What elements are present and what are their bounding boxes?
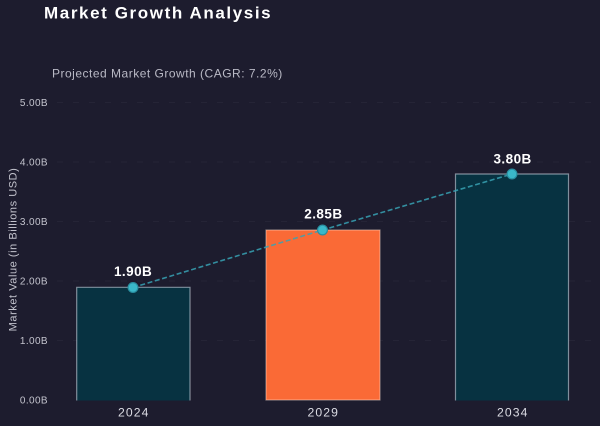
svg-text:Market Growth Analysis: Market Growth Analysis bbox=[44, 4, 272, 23]
svg-text:5.00B: 5.00B bbox=[20, 98, 48, 109]
svg-text:4.00B: 4.00B bbox=[20, 157, 48, 168]
svg-text:2034: 2034 bbox=[497, 406, 529, 420]
svg-text:0.00B: 0.00B bbox=[20, 395, 48, 406]
svg-text:3.80B: 3.80B bbox=[493, 151, 531, 166]
svg-text:2.00B: 2.00B bbox=[20, 276, 48, 287]
svg-text:Market Value (in Billions USD): Market Value (in Billions USD) bbox=[8, 168, 20, 332]
svg-text:2024: 2024 bbox=[118, 406, 150, 420]
svg-text:3.00B: 3.00B bbox=[20, 217, 48, 228]
svg-text:Projected Market Growth (CAGR:: Projected Market Growth (CAGR: 7.2%) bbox=[52, 67, 283, 81]
svg-text:1.00B: 1.00B bbox=[20, 336, 48, 347]
svg-text:1.90B: 1.90B bbox=[114, 264, 152, 279]
svg-text:2029: 2029 bbox=[308, 406, 340, 420]
svg-text:2.85B: 2.85B bbox=[304, 206, 342, 221]
